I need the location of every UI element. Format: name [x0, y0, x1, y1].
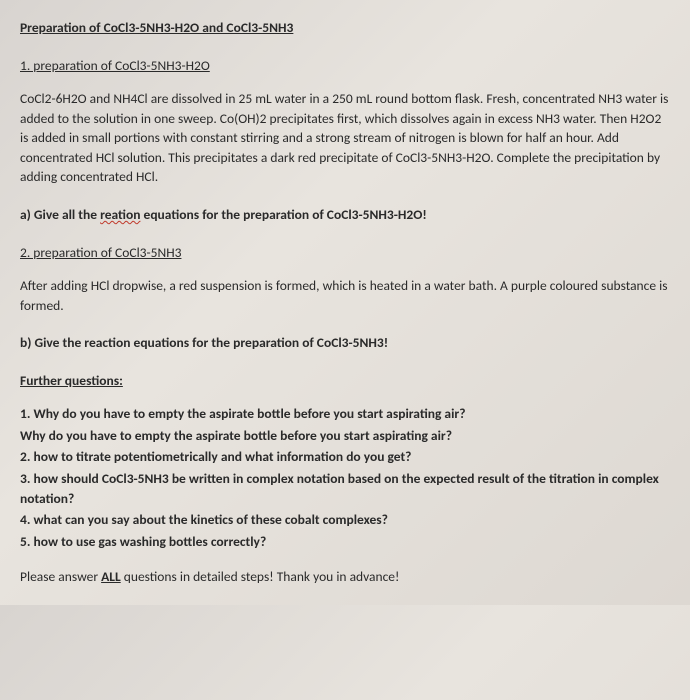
question-4: 4. what can you say about the kinetics o… [20, 510, 670, 530]
question-2: 2. how to titrate potentiometrically and… [20, 447, 670, 467]
question-1b: Why do you have to empty the aspirate bo… [20, 426, 670, 446]
qa-typo: reation [100, 206, 140, 223]
section1-heading: 1. preparation of CoCl3-5NH3-H2O [20, 56, 670, 76]
section2-body: After adding HCl dropwise, a red suspens… [20, 276, 670, 315]
further-questions-heading: Further questions: [20, 371, 670, 391]
question-3: 3. how should CoCl3-5NH3 be written in c… [20, 469, 670, 508]
question-b: b) Give the reaction equations for the p… [20, 333, 670, 353]
section2-heading: 2. preparation of CoCl3-5NH3 [20, 243, 670, 263]
questions-list: 1. Why do you have to empty the aspirate… [20, 404, 670, 551]
question-a: a) Give all the reation equations for th… [20, 205, 670, 225]
question-1a: 1. Why do you have to empty the aspirate… [20, 404, 670, 424]
footer-prefix: Please answer [20, 568, 101, 585]
footer-suffix: questions in detailed steps! Thank you i… [121, 568, 400, 585]
footer-all: ALL [101, 568, 121, 585]
spacer [20, 390, 670, 404]
footer-text: Please answer ALL questions in detailed … [20, 567, 670, 587]
section1-body: CoCl2-6H2O and NH4Cl are dissolved in 25… [20, 89, 670, 187]
qa-prefix: a) Give all the [20, 206, 100, 223]
qa-suffix: equations for the preparation of CoCl3-5… [140, 206, 426, 223]
question-5: 5. how to use gas washing bottles correc… [20, 532, 670, 552]
document-title: Preparation of CoCl3-5NH3-H2O and CoCl3-… [20, 18, 670, 38]
